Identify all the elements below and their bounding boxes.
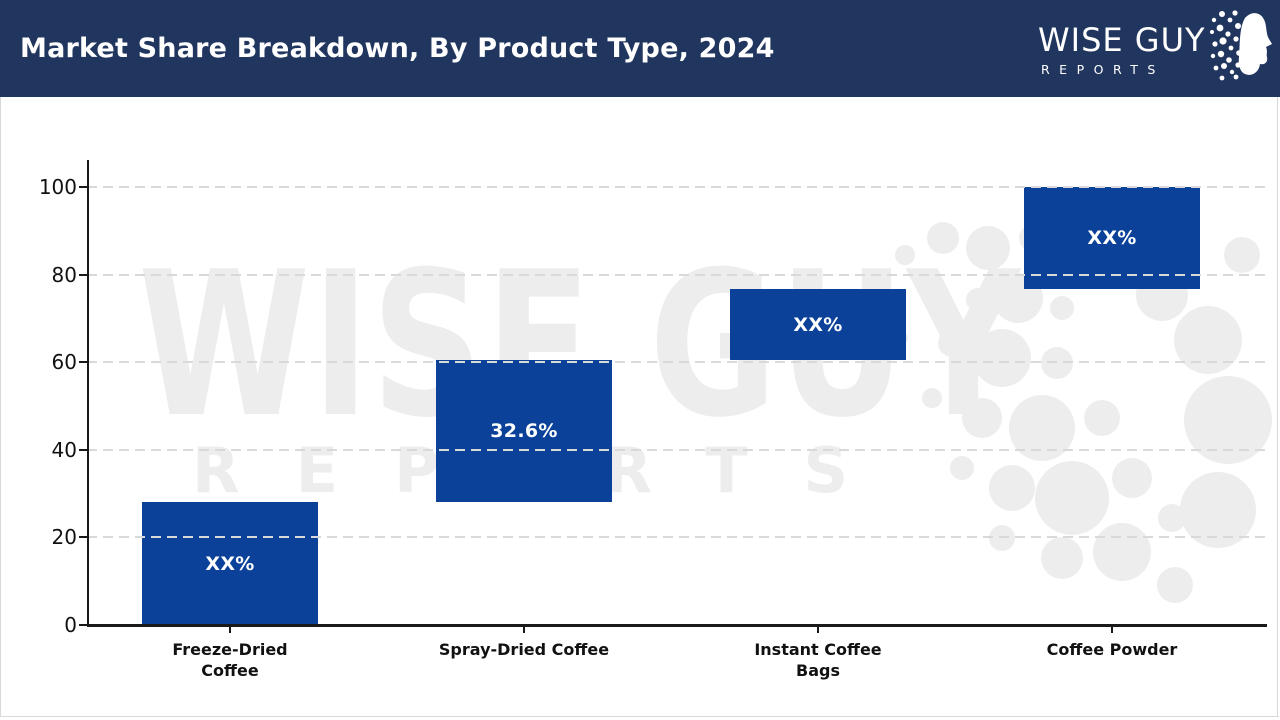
x-tick-label: Coffee Powder [1046,640,1178,659]
logo-face-icon [1210,10,1272,81]
y-gridline [87,273,1267,276]
page-border-left [0,97,1,717]
bar-2: 32.6% [436,359,612,503]
y-tick-label: 0 [64,613,77,637]
y-tick-mark [79,536,87,539]
logo-brand-subtext: REPORTS [1041,62,1165,77]
y-tick-mark [79,273,87,276]
x-tick-mark [1111,627,1113,633]
y-tick-label: 40 [51,437,77,462]
bar-value-label: XX% [205,552,255,575]
y-tick-label: 80 [51,262,77,287]
y-gridline [87,186,1267,188]
bar-value-label: 32.6% [490,419,558,442]
header-bar: Market Share Breakdown, By Product Type,… [0,0,1280,97]
y-gridline [87,448,1267,451]
page-border-bottom [0,716,1279,717]
bar-4: XX% [1024,187,1200,290]
page-border-right [1277,97,1278,717]
page-title: Market Share Breakdown, By Product Type,… [20,33,775,64]
wise-guy-reports-logo: WISE GUY REPORTS [1038,10,1272,81]
x-axis-line [87,624,1267,627]
y-tick-label: 100 [38,175,77,199]
y-tick-mark [79,448,87,451]
x-tick-mark [229,627,231,633]
y-gridline [87,536,1267,539]
logo-brand-text: WISE GUY [1038,21,1206,59]
bar-value-label: XX% [1087,227,1137,250]
y-tick-mark [79,361,87,364]
x-tick-label: Instant Coffee Bags [754,640,882,680]
y-axis-line [87,160,89,627]
x-tick-mark [817,627,819,633]
y-gridline [87,361,1267,364]
bar-3: XX% [730,289,906,360]
x-tick-mark [523,627,525,633]
x-tick-label: Freeze-Dried Coffee [172,640,288,680]
y-tick-mark [79,186,87,188]
bar-1: XX% [142,502,318,625]
y-tick-label: 20 [51,525,77,550]
bar-value-label: XX% [793,313,843,336]
y-tick-label: 60 [51,350,77,375]
x-tick-label: Spray-Dried Coffee [438,640,610,659]
y-tick-mark [79,624,87,626]
